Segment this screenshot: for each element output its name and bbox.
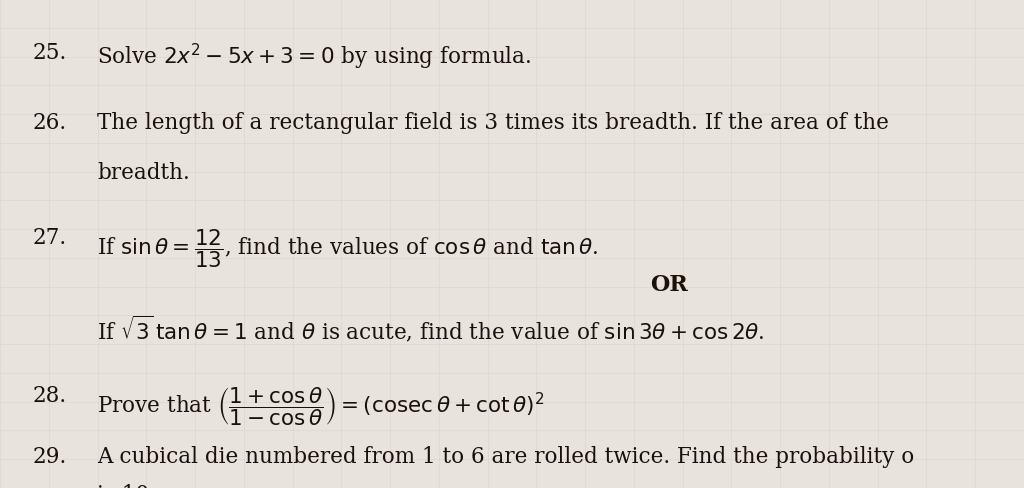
Text: is 10.: is 10. xyxy=(97,483,156,488)
Text: If $\sqrt{3}\,\tan\theta = 1$ and $\theta$ is acute, find the value of $\sin 3\t: If $\sqrt{3}\,\tan\theta = 1$ and $\thet… xyxy=(97,313,765,344)
Text: Prove that $\left(\dfrac{1+\cos\theta}{1-\cos\theta}\right) = (\mathrm{cosec}\,\: Prove that $\left(\dfrac{1+\cos\theta}{1… xyxy=(97,385,545,427)
Text: OR: OR xyxy=(650,273,688,295)
Text: 27.: 27. xyxy=(33,227,67,249)
Text: 25.: 25. xyxy=(33,41,67,63)
Text: A cubical die numbered from 1 to 6 are rolled twice. Find the probability o: A cubical die numbered from 1 to 6 are r… xyxy=(97,445,914,467)
Text: 28.: 28. xyxy=(33,385,67,407)
Text: 29.: 29. xyxy=(33,445,67,467)
Text: Solve $2x^{2} - 5x + 3 = 0$ by using formula.: Solve $2x^{2} - 5x + 3 = 0$ by using for… xyxy=(97,41,531,72)
Text: The length of a rectangular field is 3 times its breadth. If the area of the: The length of a rectangular field is 3 t… xyxy=(97,112,889,134)
Text: breadth.: breadth. xyxy=(97,162,190,184)
Text: 26.: 26. xyxy=(33,112,67,134)
Text: If $\sin\theta = \dfrac{12}{13}$, find the values of $\cos\theta$ and $\tan\thet: If $\sin\theta = \dfrac{12}{13}$, find t… xyxy=(97,227,599,269)
